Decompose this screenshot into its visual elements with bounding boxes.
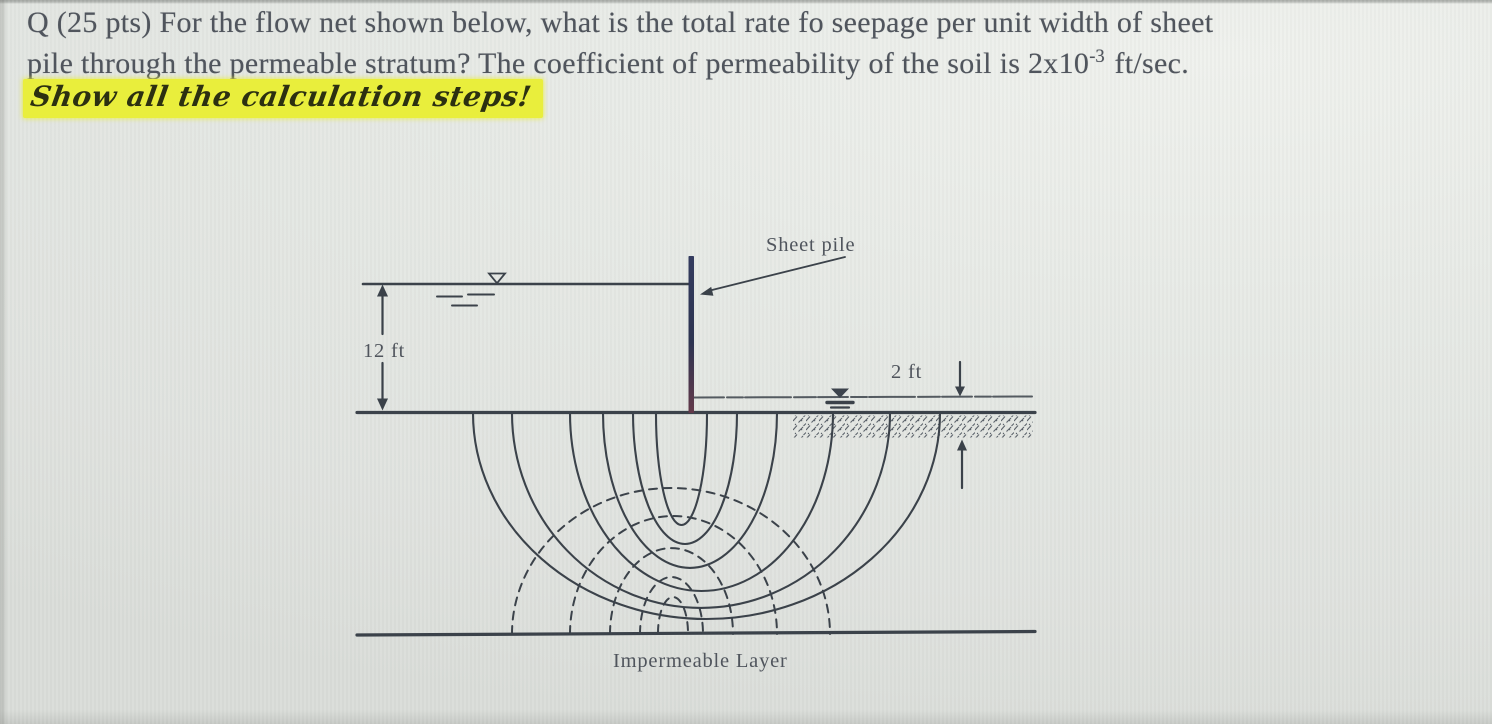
downstream-head-label: 2 ft bbox=[891, 361, 922, 383]
question-line-2-units: ft/sec. bbox=[1106, 47, 1190, 80]
water-level-icon-left bbox=[436, 272, 507, 307]
question-line-2: pile through the permeable stratum? The … bbox=[27, 46, 1482, 81]
flow-lines bbox=[471, 411, 942, 621]
flow-line bbox=[471, 411, 942, 621]
upstream-head-label: 12 ft bbox=[363, 340, 405, 362]
equipotential-line bbox=[511, 487, 831, 635]
dimension-arrow-up-icon bbox=[957, 439, 967, 451]
equipotential-line bbox=[569, 515, 778, 635]
permeability-exponent: -3 bbox=[1089, 46, 1105, 67]
water-level-icon-right bbox=[825, 388, 855, 409]
sheet-pile bbox=[688, 256, 694, 413]
downstream-water-line bbox=[693, 395, 1033, 399]
equipotential-lines bbox=[511, 487, 831, 635]
flow-line bbox=[568, 411, 835, 592]
flow-line bbox=[654, 411, 709, 527]
impermeable-layer-line bbox=[355, 629, 1037, 637]
downstream-head-dimension: 2 ft bbox=[891, 360, 967, 490]
upstream-head-dimension: 12 ft bbox=[363, 284, 405, 411]
equipotential-line bbox=[657, 596, 689, 634]
sheet-pile-label: Sheet pile bbox=[766, 234, 855, 256]
equipotential-line bbox=[639, 576, 704, 635]
flow-line bbox=[601, 411, 779, 569]
equipotential-line bbox=[609, 547, 734, 635]
dimension-arrow-up-icon bbox=[377, 284, 388, 297]
question-line-2-text: pile through the permeable stratum? The … bbox=[27, 47, 1090, 80]
flow-line bbox=[510, 411, 892, 609]
flow-line bbox=[631, 411, 739, 546]
question-line-1: Q (25 pts) For the flow net shown below,… bbox=[27, 6, 1214, 39]
highlighted-note: Show all the calculation steps! bbox=[23, 79, 544, 118]
soil-hatch-strip bbox=[793, 415, 1033, 438]
sheet-pile-leader-arrow-icon bbox=[700, 256, 846, 296]
dimension-arrow-down-icon bbox=[377, 398, 388, 411]
impermeable-layer-label: Impermeable Layer bbox=[613, 650, 788, 672]
dimension-arrow-down-icon bbox=[955, 386, 965, 397]
